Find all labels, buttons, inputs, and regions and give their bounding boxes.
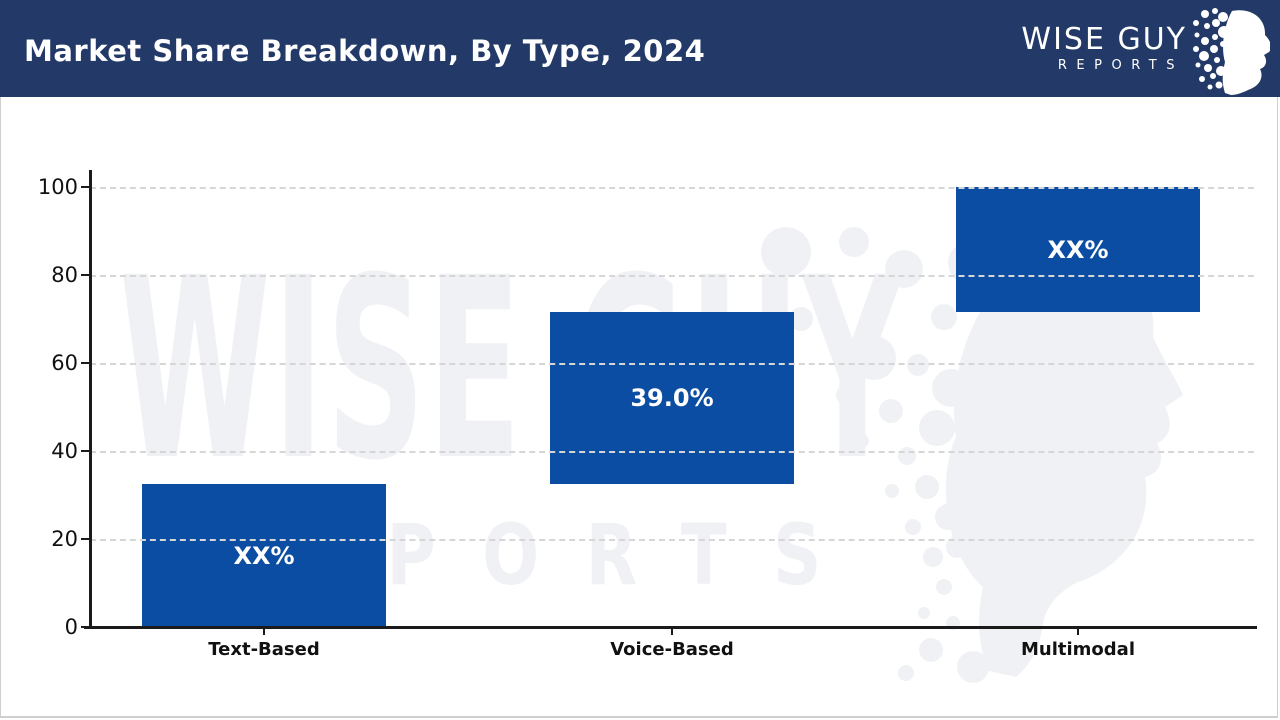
y-tick-label-0: 0 <box>64 615 78 639</box>
chart-figure: WISE GUY REPORTS <box>0 97 1278 718</box>
category-label-multimodal: Multimodal <box>1021 639 1135 660</box>
bar-label: XX% <box>1047 235 1109 264</box>
x-tick <box>263 629 265 635</box>
x-tick <box>671 629 673 635</box>
bar-voice-based: 39.0% <box>550 312 794 484</box>
gridline-60 <box>90 363 1254 365</box>
logo-subtext: REPORTS <box>1057 58 1184 73</box>
y-tick <box>81 538 89 540</box>
bar-multimodal: XX% <box>956 187 1200 313</box>
category-label-text-based: Text-Based <box>208 639 320 660</box>
y-tick <box>81 362 89 364</box>
y-tick-label-80: 80 <box>51 263 78 287</box>
y-tick <box>81 450 89 452</box>
logo-head-icon <box>1193 8 1270 95</box>
y-tick <box>81 274 89 276</box>
plot-area: WISE GUY REPORTS <box>1 97 1277 716</box>
wise-guy-reports-logo: WISE GUY REPORTS <box>1021 0 1272 97</box>
bar-label: 39.0% <box>630 384 714 413</box>
chart-title: Market Share Breakdown, By Type, 2024 <box>24 34 706 68</box>
bar-label: XX% <box>233 541 295 570</box>
y-axis-line <box>89 170 92 629</box>
y-tick-label-60: 60 <box>51 351 78 375</box>
gridline-40 <box>90 451 1254 453</box>
y-tick-label-40: 40 <box>51 439 78 463</box>
y-tick-label-20: 20 <box>51 527 78 551</box>
x-tick <box>1077 629 1079 635</box>
category-label-voice-based: Voice-Based <box>610 639 734 660</box>
gridline-100 <box>90 187 1254 189</box>
y-tick-label-100: 100 <box>37 175 78 199</box>
logo-wordmark: WISE GUY <box>1021 22 1187 57</box>
gridline-20 <box>90 539 1254 541</box>
header-bar: Market Share Breakdown, By Type, 2024 WI… <box>0 0 1280 97</box>
y-tick <box>81 186 89 188</box>
gridline-80 <box>90 275 1254 277</box>
x-axis-line <box>84 626 1257 629</box>
y-tick <box>81 626 89 628</box>
bar-text-based: XX% <box>142 484 386 627</box>
